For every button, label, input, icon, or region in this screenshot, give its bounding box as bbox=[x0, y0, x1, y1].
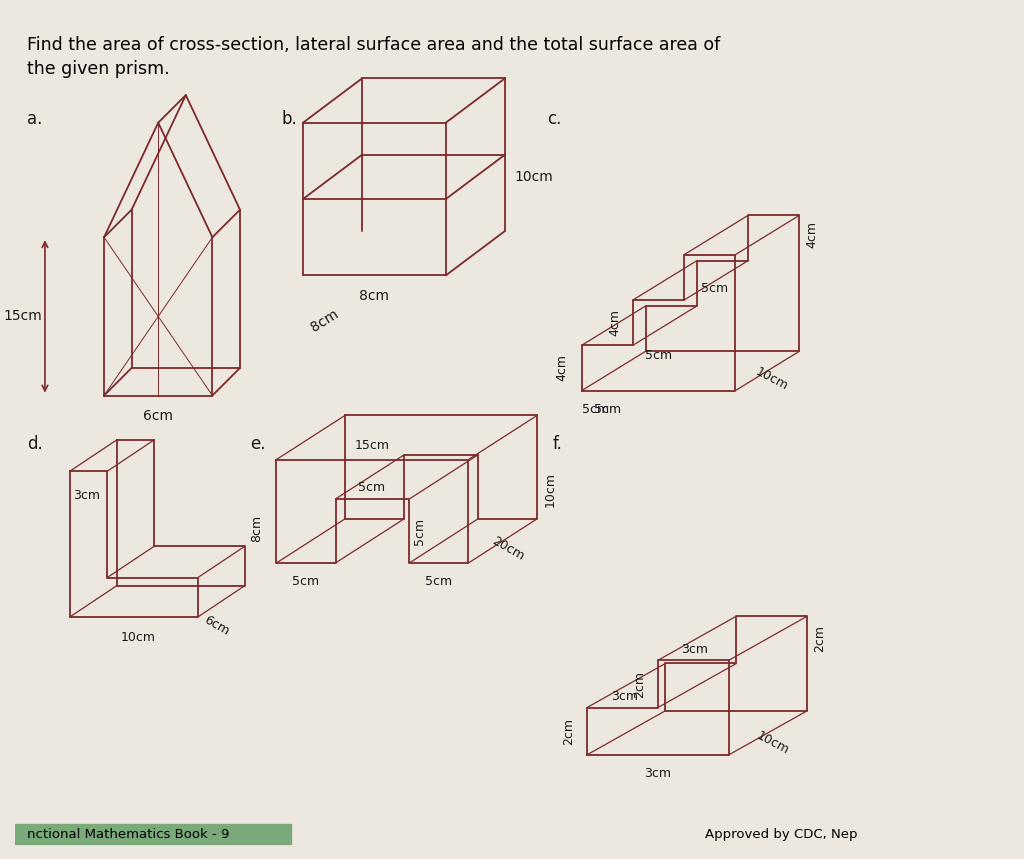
Text: a.: a. bbox=[28, 110, 43, 128]
Text: 10cm: 10cm bbox=[544, 472, 556, 507]
Text: e.: e. bbox=[250, 435, 265, 453]
Text: 5cm: 5cm bbox=[701, 282, 728, 295]
Text: 3cm: 3cm bbox=[644, 767, 671, 780]
Text: 4cm: 4cm bbox=[608, 309, 622, 336]
Bar bbox=[15, 824, 291, 844]
Text: 8cm: 8cm bbox=[308, 307, 341, 335]
Text: 3cm: 3cm bbox=[682, 643, 709, 655]
Text: 5cm: 5cm bbox=[582, 404, 609, 417]
Text: 3cm: 3cm bbox=[74, 489, 100, 503]
Text: 2cm: 2cm bbox=[562, 718, 575, 745]
Text: 20cm: 20cm bbox=[489, 535, 526, 564]
Text: 10cm: 10cm bbox=[515, 170, 554, 185]
Text: 6cm: 6cm bbox=[202, 613, 231, 638]
Text: 8cm: 8cm bbox=[359, 289, 389, 303]
Text: 5cm: 5cm bbox=[425, 575, 453, 588]
Text: 5cm: 5cm bbox=[358, 481, 385, 494]
Text: 4cm: 4cm bbox=[805, 222, 818, 248]
Text: 15cm: 15cm bbox=[354, 439, 389, 452]
Text: b.: b. bbox=[282, 110, 297, 128]
Text: d.: d. bbox=[28, 435, 43, 453]
Text: f.: f. bbox=[552, 435, 562, 453]
Text: 8cm: 8cm bbox=[250, 515, 263, 542]
Text: Approved by CDC, Nep: Approved by CDC, Nep bbox=[705, 828, 857, 841]
Text: 6cm: 6cm bbox=[143, 409, 173, 423]
Text: 10cm: 10cm bbox=[754, 365, 791, 393]
Text: 3cm: 3cm bbox=[610, 690, 638, 703]
Text: 2cm: 2cm bbox=[634, 671, 646, 698]
Text: nctional Mathematics Book - 9: nctional Mathematics Book - 9 bbox=[28, 828, 229, 841]
Text: 4cm: 4cm bbox=[556, 355, 568, 381]
Text: 5cm: 5cm bbox=[645, 350, 672, 362]
Text: 5cm: 5cm bbox=[293, 575, 319, 588]
Text: 5cm: 5cm bbox=[594, 404, 621, 417]
Text: c.: c. bbox=[547, 110, 561, 128]
Text: 5cm: 5cm bbox=[414, 518, 426, 545]
Text: 10cm: 10cm bbox=[121, 631, 156, 644]
Text: Find the area of cross-section, lateral surface area and the total surface area : Find the area of cross-section, lateral … bbox=[28, 36, 721, 77]
Text: 10cm: 10cm bbox=[755, 729, 792, 757]
Text: 15cm: 15cm bbox=[3, 309, 42, 323]
Text: 2cm: 2cm bbox=[813, 625, 826, 652]
